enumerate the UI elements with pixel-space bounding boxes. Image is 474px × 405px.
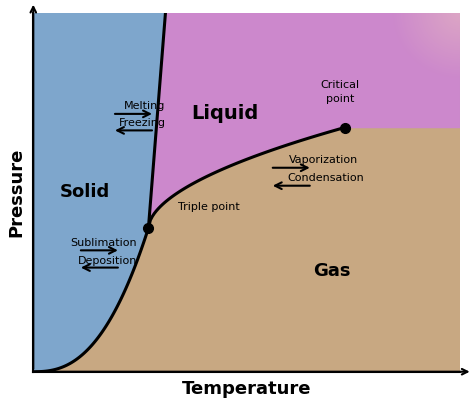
Y-axis label: Pressure: Pressure bbox=[7, 147, 25, 237]
Text: Freezing: Freezing bbox=[118, 118, 165, 128]
X-axis label: Temperature: Temperature bbox=[182, 380, 311, 398]
Text: Deposition: Deposition bbox=[78, 256, 137, 266]
Polygon shape bbox=[33, 13, 165, 372]
Text: Critical: Critical bbox=[321, 80, 360, 90]
Text: Melting: Melting bbox=[123, 101, 165, 111]
Polygon shape bbox=[148, 13, 460, 228]
Text: Sublimation: Sublimation bbox=[70, 238, 137, 248]
Text: Gas: Gas bbox=[313, 262, 351, 280]
Text: Vaporization: Vaporization bbox=[289, 155, 358, 165]
Text: point: point bbox=[326, 94, 355, 104]
Polygon shape bbox=[33, 13, 460, 372]
Text: Liquid: Liquid bbox=[191, 104, 259, 123]
Text: Triple point: Triple point bbox=[178, 202, 240, 212]
Text: Condensation: Condensation bbox=[287, 173, 364, 183]
Text: Solid: Solid bbox=[59, 183, 109, 201]
